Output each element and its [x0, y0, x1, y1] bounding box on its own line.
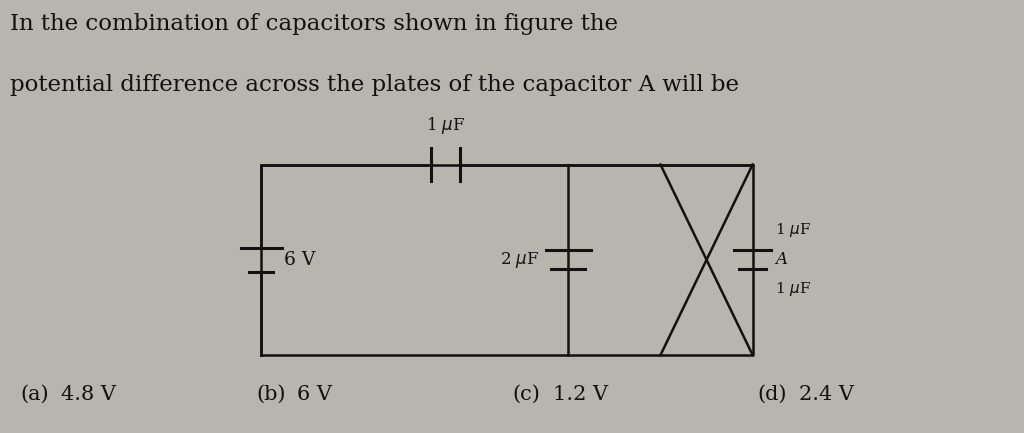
- Text: potential difference across the plates of the capacitor A will be: potential difference across the plates o…: [10, 74, 739, 96]
- Text: 2 $\mu$F: 2 $\mu$F: [501, 250, 540, 270]
- Text: A: A: [775, 251, 787, 268]
- Text: 6 V: 6 V: [297, 385, 332, 404]
- Text: 2.4 V: 2.4 V: [799, 385, 854, 404]
- Text: 6 V: 6 V: [284, 251, 315, 269]
- Text: (b): (b): [256, 385, 286, 404]
- Text: 1 $\mu$F: 1 $\mu$F: [775, 221, 811, 239]
- Text: In the combination of capacitors shown in figure the: In the combination of capacitors shown i…: [10, 13, 618, 35]
- Text: (d): (d): [758, 385, 787, 404]
- Text: (a): (a): [20, 385, 49, 404]
- Text: 1.2 V: 1.2 V: [553, 385, 608, 404]
- Text: 4.8 V: 4.8 V: [61, 385, 117, 404]
- Text: (c): (c): [512, 385, 540, 404]
- Text: 1 $\mu$F: 1 $\mu$F: [426, 116, 465, 136]
- Text: 1 $\mu$F: 1 $\mu$F: [775, 280, 811, 298]
